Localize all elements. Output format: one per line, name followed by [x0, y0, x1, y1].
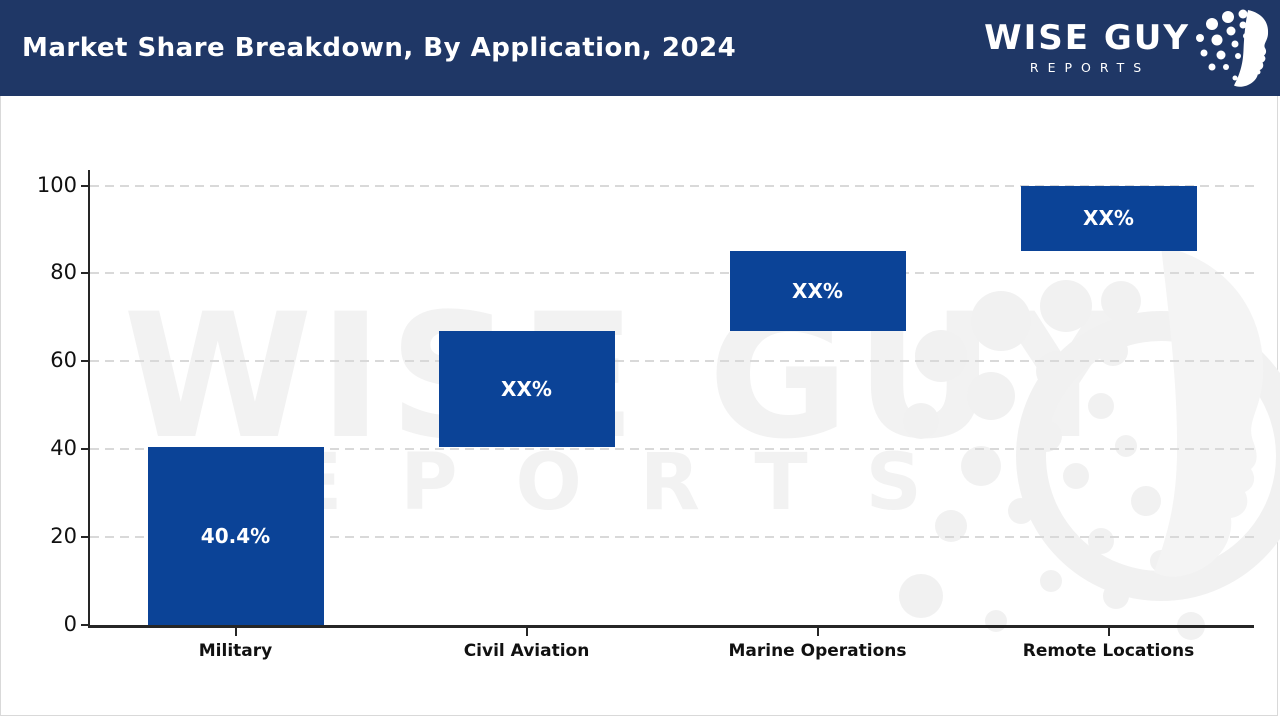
bar-marine-operations: XX% [729, 251, 906, 331]
bar-value-label: 40.4% [200, 524, 271, 549]
watermark-wordmark: WISE GUY [123, 276, 1132, 477]
bar-civil-aviation: XX% [438, 330, 615, 448]
y-tick-mark [81, 624, 89, 626]
logo-text: WISE GUY REPORTS [984, 18, 1190, 75]
y-tick-mark [81, 448, 89, 451]
x-tick-mark [816, 628, 819, 636]
watermark-face-icon [899, 246, 1280, 640]
page-title: Market Share Breakdown, By Application, … [22, 33, 737, 63]
x-category-label: Remote Locations [1022, 641, 1195, 661]
gridline [90, 536, 1254, 539]
x-tick-mark [525, 628, 528, 636]
logo-wordmark: WISE GUY [984, 18, 1190, 59]
bar-value-label: XX% [501, 376, 552, 401]
y-tick-mark [81, 272, 89, 275]
y-tick-mark [81, 536, 89, 539]
x-tick-mark [1107, 628, 1110, 636]
x-category-label: Marine Operations [728, 641, 907, 661]
y-tick-label: 40 [50, 436, 77, 461]
x-tick-mark [234, 628, 237, 636]
gridline [90, 360, 1254, 363]
gridline [90, 184, 1254, 187]
logo-face-icon [1196, 9, 1269, 87]
bar-value-label: XX% [792, 278, 843, 303]
chart-canvas: WISE GUY REPORTS 0 20 40 60 80 100 40.4% Milita… [0, 96, 1280, 716]
x-category-label: Military [198, 641, 273, 661]
y-axis-line [88, 170, 90, 627]
plot-area: 0 20 40 60 80 100 40.4% Military XX% Civil Aviati… [1, 96, 1279, 716]
bar-value-label: XX% [1083, 206, 1134, 231]
y-tick-mark [81, 184, 89, 187]
bar-military: 40.4% [147, 447, 324, 625]
y-tick-label: 100 [36, 172, 77, 197]
bar-remote-locations: XX% [1020, 185, 1197, 252]
y-tick-label: 20 [50, 524, 77, 549]
brand-logo: WISE GUY REPORTS [984, 8, 1270, 88]
y-tick-label: 60 [50, 348, 77, 373]
y-tick-mark [81, 360, 89, 363]
logo-subtext: REPORTS [1029, 59, 1151, 75]
x-axis-line [88, 625, 1254, 628]
header-bar: Market Share Breakdown, By Application, … [0, 0, 1280, 96]
y-tick-label: 0 [63, 612, 77, 636]
gridline [90, 272, 1254, 275]
x-category-label: Civil Aviation [463, 641, 590, 661]
gridline [90, 448, 1254, 451]
y-tick-label: 80 [50, 260, 77, 285]
